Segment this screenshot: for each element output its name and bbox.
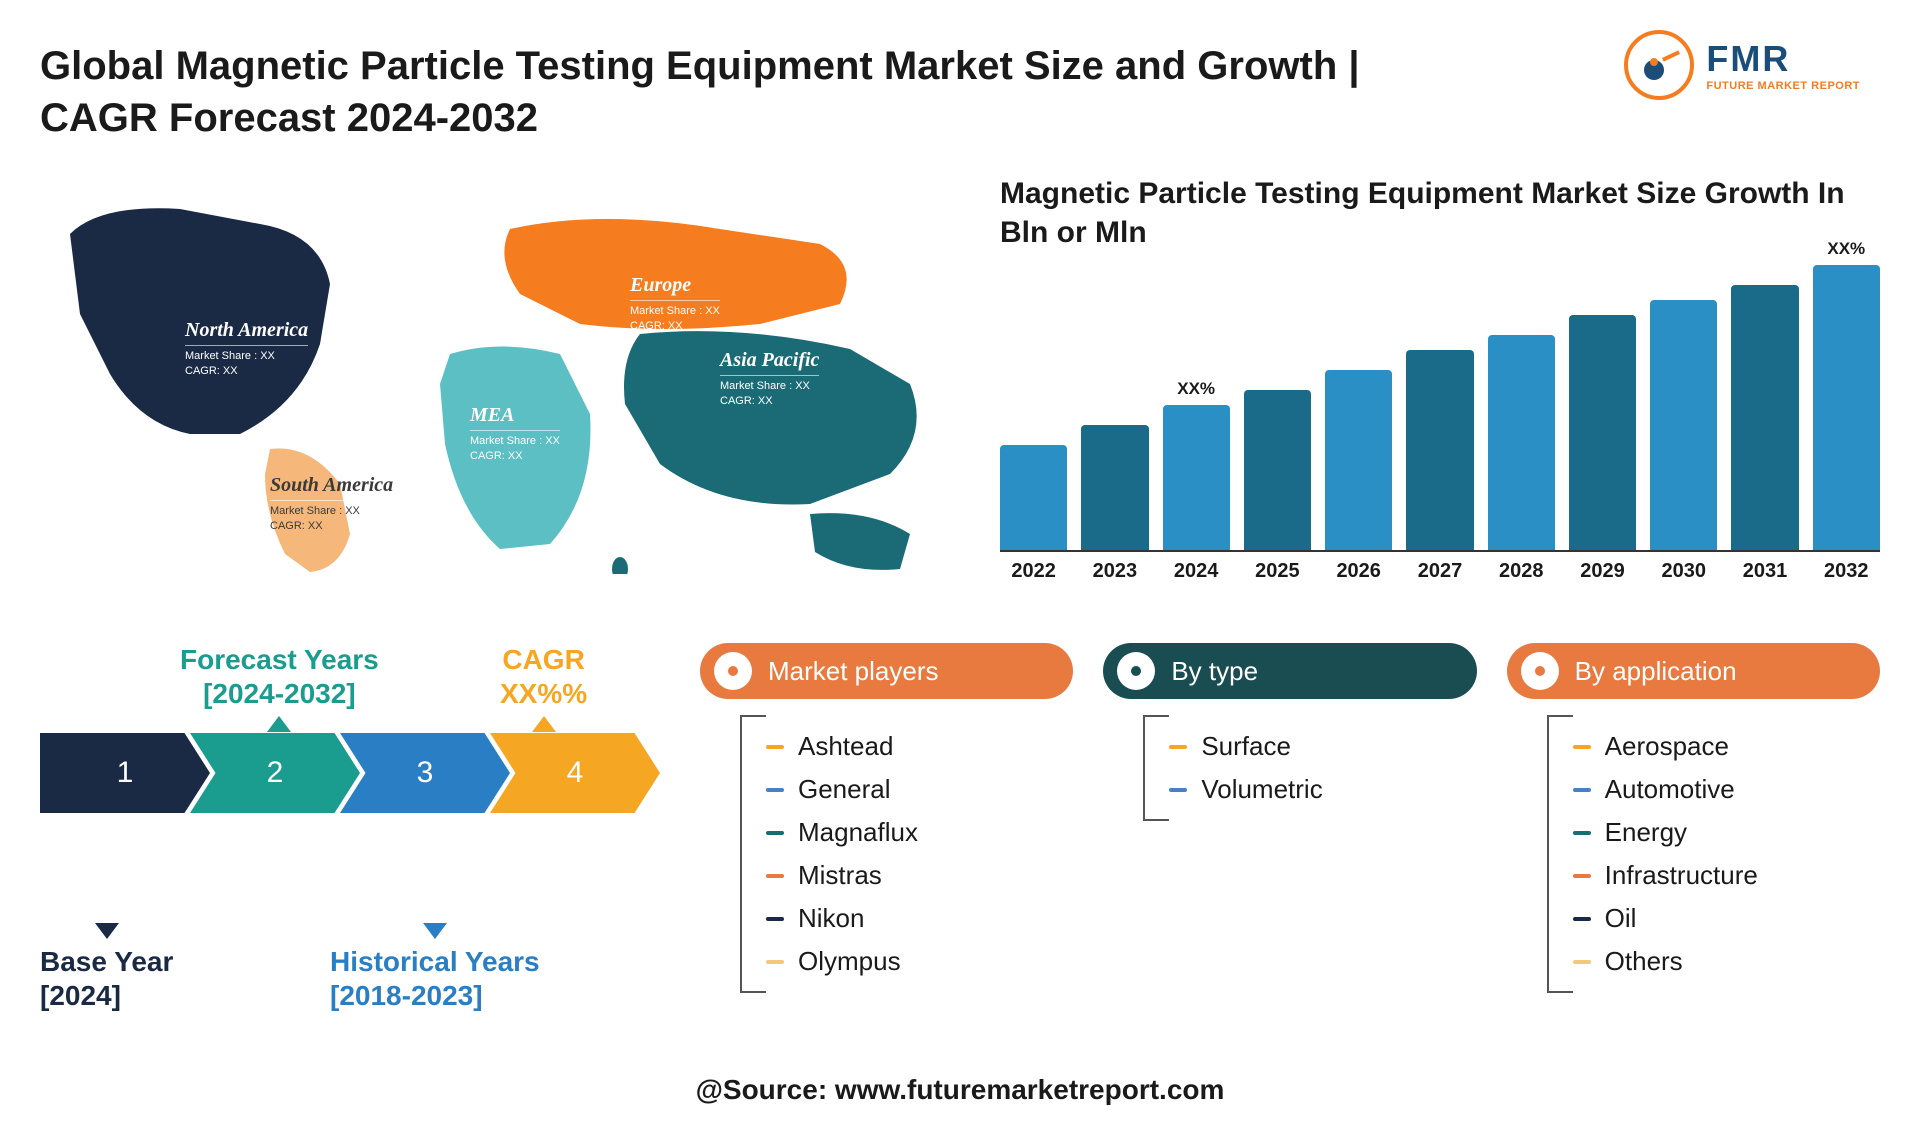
category-by-type: By type SurfaceVolumetric [1103, 643, 1476, 993]
year-label: 2028 [1488, 560, 1555, 583]
list-item: Nikon [742, 897, 1073, 940]
historical-label: Historical Years [2018-2023] [330, 923, 540, 1012]
list-item: Automotive [1549, 768, 1880, 811]
category-market-players: Market players AshteadGeneralMagnafluxMi… [700, 643, 1073, 993]
bar-2024: XX% [1163, 405, 1230, 550]
page-title: Global Magnetic Particle Testing Equipme… [40, 40, 1440, 144]
logo-subtitle: FUTURE MARKET REPORT [1706, 80, 1860, 92]
year-label: 2032 [1813, 560, 1880, 583]
bar-2032: XX% [1813, 265, 1880, 550]
chart-title: Magnetic Particle Testing Equipment Mark… [1000, 174, 1880, 252]
list-item: Ashtead [742, 725, 1073, 768]
list-item: Mistras [742, 854, 1073, 897]
timeline: Forecast Years [2024-2032] CAGR XX%% 123… [40, 643, 660, 993]
year-label: 2030 [1650, 560, 1717, 583]
bar-2023 [1081, 425, 1148, 550]
map-svg [40, 174, 960, 574]
list-item: Magnaflux [742, 811, 1073, 854]
timeline-step-2: 2 [190, 733, 360, 813]
cagr-label: CAGR XX%% [500, 643, 587, 732]
bar-2031 [1731, 285, 1798, 550]
timeline-step-3: 3 [340, 733, 510, 813]
bar-2027 [1406, 350, 1473, 550]
year-label: 2023 [1081, 560, 1148, 583]
region-europe: EuropeMarket Share : XXCAGR: XX [630, 274, 720, 335]
base-year-label: Base Year [2024] [40, 923, 173, 1012]
year-label: 2026 [1325, 560, 1392, 583]
category-header: By application [1507, 643, 1880, 699]
region-south-america: South AmericaMarket Share : XXCAGR: XX [270, 474, 393, 535]
source-text: @Source: www.futuremarketreport.com [696, 1074, 1225, 1106]
timeline-step-4: 4 [490, 733, 660, 813]
list-item: Volumetric [1145, 768, 1476, 811]
world-map: North AmericaMarket Share : XXCAGR: XX So… [40, 174, 960, 574]
year-label: 2022 [1000, 560, 1067, 583]
bar-2029 [1569, 315, 1636, 550]
list-item: Olympus [742, 940, 1073, 983]
category-by-application: By application AerospaceAutomotiveEnergy… [1507, 643, 1880, 993]
year-label: 2027 [1406, 560, 1473, 583]
timeline-step-1: 1 [40, 733, 210, 813]
bar-2030 [1650, 300, 1717, 550]
list-item: Oil [1549, 897, 1880, 940]
bar-2025 [1244, 390, 1311, 550]
list-item: Aerospace [1549, 725, 1880, 768]
list-item: Energy [1549, 811, 1880, 854]
bar-2026 [1325, 370, 1392, 550]
region-mea: MEAMarket Share : XXCAGR: XX [470, 404, 560, 465]
forecast-label: Forecast Years [2024-2032] [180, 643, 379, 732]
list-item: Infrastructure [1549, 854, 1880, 897]
region-north-america: North AmericaMarket Share : XXCAGR: XX [185, 319, 308, 380]
category-header: By type [1103, 643, 1476, 699]
year-label: 2029 [1569, 560, 1636, 583]
bar-2022 [1000, 445, 1067, 550]
list-item: Surface [1145, 725, 1476, 768]
bar-2028 [1488, 335, 1555, 550]
year-label: 2024 [1163, 560, 1230, 583]
region-asia-pacific: Asia PacificMarket Share : XXCAGR: XX [720, 349, 819, 410]
category-header: Market players [700, 643, 1073, 699]
logo-icon [1624, 30, 1694, 100]
year-label: 2025 [1244, 560, 1311, 583]
logo: FMR FUTURE MARKET REPORT [1624, 30, 1860, 100]
logo-text: FMR [1706, 38, 1860, 80]
growth-chart: Magnetic Particle Testing Equipment Mark… [1000, 174, 1880, 583]
year-label: 2031 [1731, 560, 1798, 583]
list-item: Others [1549, 940, 1880, 983]
list-item: General [742, 768, 1073, 811]
